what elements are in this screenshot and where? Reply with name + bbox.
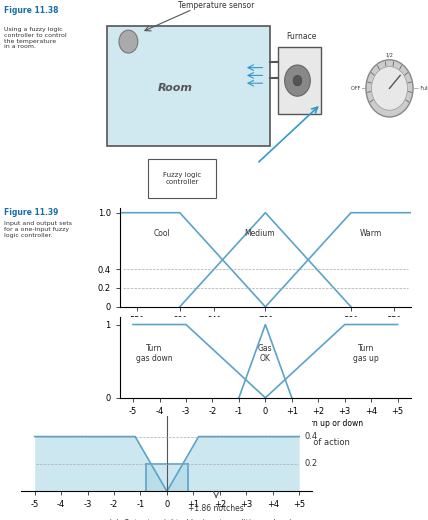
Text: Fuzzy logic
controller: Fuzzy logic controller — [163, 172, 201, 185]
Text: Figure 11.38: Figure 11.38 — [4, 6, 59, 15]
Text: Gas
OK: Gas OK — [258, 344, 273, 363]
X-axis label: Temperature (T): Temperature (T) — [229, 330, 302, 340]
Circle shape — [119, 30, 138, 53]
Text: (c)  Output weighted by input conditions, showing
      defuzzified output to be: (c) Output weighted by input conditions,… — [109, 519, 301, 520]
FancyBboxPatch shape — [107, 26, 270, 146]
Text: Turn
gas up: Turn gas up — [353, 344, 379, 363]
Text: Warm: Warm — [360, 229, 382, 238]
Text: Using a fuzzy logic
controller to control
the temperature
in a room.: Using a fuzzy logic controller to contro… — [4, 27, 67, 49]
Text: Temperature sensor: Temperature sensor — [178, 1, 254, 10]
Text: 0.2: 0.2 — [304, 460, 318, 469]
Text: Room: Room — [158, 83, 193, 94]
Text: (a)  Input sets for three temperature conditions: (a) Input sets for three temperature con… — [166, 341, 365, 350]
Text: 1/2: 1/2 — [386, 52, 393, 57]
Text: Medium: Medium — [244, 229, 275, 238]
Text: OFF —: OFF — — [351, 86, 367, 91]
Text: — Full: — Full — [414, 86, 428, 91]
FancyBboxPatch shape — [278, 47, 321, 114]
Circle shape — [293, 75, 302, 86]
Circle shape — [372, 67, 407, 110]
Text: Figure 11.39: Figure 11.39 — [4, 208, 59, 217]
Circle shape — [285, 65, 310, 96]
Text: Cool: Cool — [154, 229, 171, 238]
X-axis label: Number of notches on gas knob to turn up or down: Number of notches on gas knob to turn up… — [167, 419, 363, 427]
Text: Turn
gas down: Turn gas down — [136, 344, 172, 363]
Text: +1.86 notches: +1.86 notches — [188, 503, 244, 513]
Text: Furnace: Furnace — [287, 32, 317, 41]
Text: 0.4: 0.4 — [304, 432, 318, 441]
FancyBboxPatch shape — [148, 159, 216, 198]
Circle shape — [366, 60, 413, 117]
Text: 64°: 64° — [207, 321, 221, 331]
Text: Input and output sets
for a one-input fuzzy
logic controller.: Input and output sets for a one-input fu… — [4, 221, 72, 238]
Text: (b)  Output sets for three kinds of action: (b) Output sets for three kinds of actio… — [181, 437, 350, 447]
